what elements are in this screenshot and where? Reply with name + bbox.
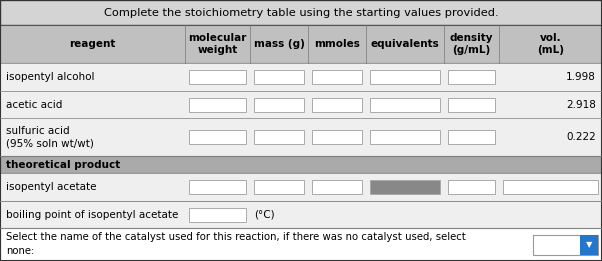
Text: (°C): (°C) (254, 210, 275, 220)
Bar (312, 70, 362, 84)
Bar (448, 130, 495, 144)
Text: ▼: ▼ (586, 240, 592, 250)
Bar (189, 130, 246, 144)
Text: equivalents: equivalents (371, 39, 439, 49)
Bar (189, 207, 246, 222)
Bar (370, 98, 440, 111)
Bar (0, 0, 602, 25)
Text: isopentyl acetate: isopentyl acetate (6, 182, 96, 192)
Bar (0, 91, 602, 118)
Text: acetic acid: acetic acid (6, 99, 63, 110)
Bar (533, 235, 598, 255)
Bar (370, 130, 440, 144)
Bar (0, 156, 602, 173)
Bar (370, 180, 440, 194)
Text: vol.
(mL): vol. (mL) (537, 33, 564, 55)
Bar (189, 70, 246, 84)
Text: boiling point of isopentyl acetate: boiling point of isopentyl acetate (6, 210, 178, 220)
Text: density
(g/mL): density (g/mL) (450, 33, 493, 55)
Bar (0, 201, 602, 228)
Text: mass (g): mass (g) (253, 39, 305, 49)
Bar (448, 180, 495, 194)
Bar (254, 130, 304, 144)
Bar (0, 228, 602, 261)
Text: theoretical product: theoretical product (6, 159, 120, 169)
Text: Select the name of the catalyst used for this reaction, if there was no catalyst: Select the name of the catalyst used for… (6, 232, 466, 256)
Text: sulfuric acid
(95% soln wt/wt): sulfuric acid (95% soln wt/wt) (6, 126, 94, 148)
Bar (254, 98, 304, 111)
Bar (189, 180, 246, 194)
Bar (0, 173, 602, 201)
Text: 0.222: 0.222 (566, 132, 596, 142)
Bar (0, 118, 602, 156)
Bar (448, 70, 495, 84)
Bar (189, 98, 246, 111)
Text: Complete the stoichiometry table using the starting values provided.: Complete the stoichiometry table using t… (104, 8, 498, 17)
Text: reagent: reagent (69, 39, 116, 49)
Bar (312, 130, 362, 144)
Bar (312, 180, 362, 194)
Bar (0, 63, 602, 91)
Bar (580, 235, 598, 255)
Text: 1.998: 1.998 (566, 72, 596, 82)
Text: 2.918: 2.918 (566, 99, 596, 110)
Bar (370, 70, 440, 84)
Bar (448, 98, 495, 111)
Bar (254, 70, 304, 84)
Text: molecular
weight: molecular weight (188, 33, 247, 55)
Bar (503, 180, 598, 194)
Bar (0, 25, 602, 63)
Bar (254, 180, 304, 194)
Text: isopentyl alcohol: isopentyl alcohol (6, 72, 95, 82)
Text: mmoles: mmoles (314, 39, 360, 49)
Bar (312, 98, 362, 111)
